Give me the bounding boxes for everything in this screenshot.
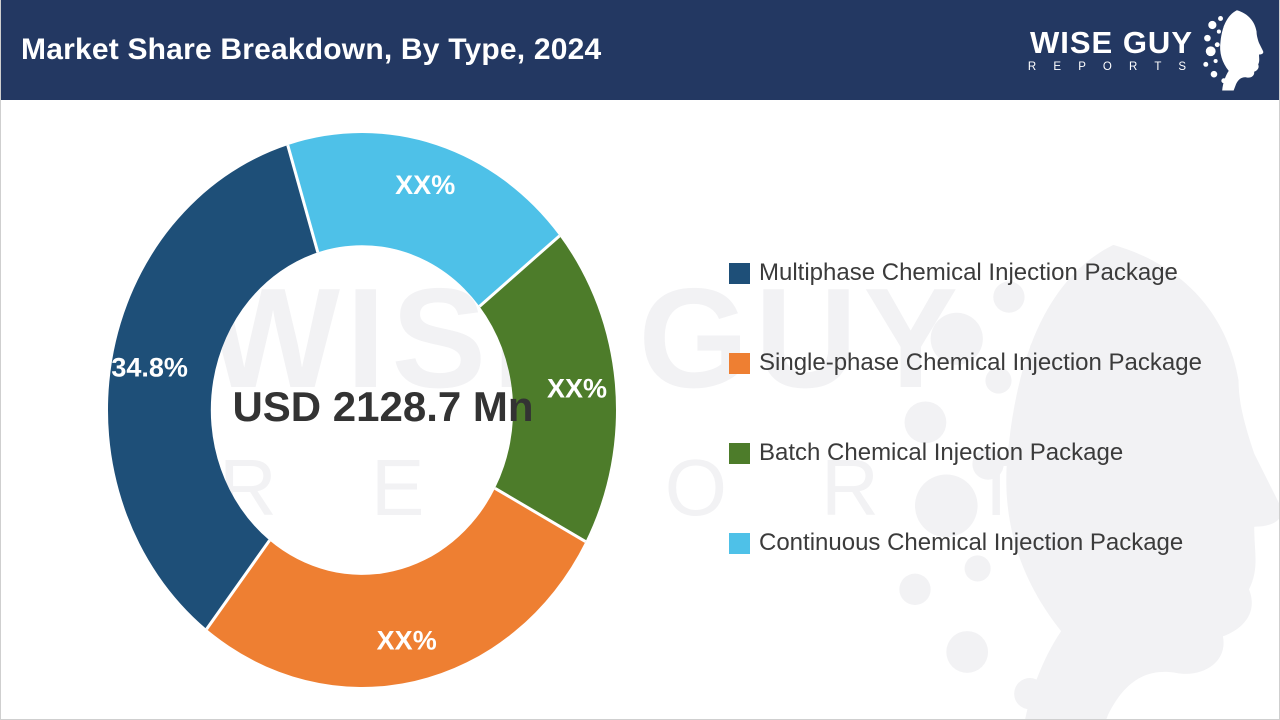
chart-legend: Multiphase Chemical Injection Package Sin… [729, 258, 1202, 558]
segment-value-label-multiphase-chemical-injection-package: 34.8% [111, 353, 188, 383]
logo-name: WISE GUY [1029, 24, 1193, 60]
chart-area: WISE GUY R E P O R T S XX% XX% XX% 34.8% US… [1, 100, 1279, 719]
wiseguy-logo: WISE GUY R E P O R T S [1028, 7, 1265, 93]
segment-separator [478, 234, 561, 308]
legend-swatch [729, 352, 750, 374]
legend-item-batch-chemical-injection-package: Batch Chemical Injection Package [729, 438, 1202, 468]
chart-center-value: USD 2128.7 Mn [232, 383, 534, 430]
segment-separator [286, 144, 320, 253]
legend-label: Continuous Chemical Injection Package [759, 529, 1184, 556]
segment-separator [205, 539, 271, 630]
segment-value-label-batch-chemical-injection-package: XX% [547, 373, 607, 403]
logo-subtitle: R E P O R T S [1027, 60, 1193, 73]
legend-label: Multiphase Chemical Injection Package [759, 259, 1178, 286]
donut-segment-single-phase-chemical-injection-package [206, 488, 586, 687]
legend-item-multiphase-chemical-injection-package: Multiphase Chemical Injection Package [729, 258, 1202, 288]
legend-label: Single-phase Chemical Injection Package [759, 349, 1202, 376]
legend-swatch [729, 442, 750, 464]
donut-chart: XX% XX% XX% 34.8% [1, 100, 721, 719]
legend-label: Batch Chemical Injection Package [759, 439, 1124, 466]
legend-item-single-phase-chemical-injection-package: Single-phase Chemical Injection Package [729, 348, 1202, 378]
legend-swatch [729, 262, 750, 284]
segment-separator [494, 486, 587, 543]
legend-item-continuous-chemical-injection-package: Continuous Chemical Injection Package [729, 528, 1202, 558]
donut-segment-continuous-chemical-injection-package [287, 132, 560, 307]
logo-text: WISE GUY R E P O R T S [1028, 27, 1193, 74]
header-bar: Market Share Breakdown, By Type, 2024 WI… [1, 0, 1279, 100]
legend-swatch [729, 532, 750, 554]
donut-segment-batch-chemical-injection-package [479, 235, 617, 542]
segment-value-label-continuous-chemical-injection-package: XX% [395, 170, 455, 200]
segment-value-label-single-phase-chemical-injection-package: XX% [377, 625, 437, 655]
page-title: Market Share Breakdown, By Type, 2024 [21, 33, 602, 66]
donut-segment-multiphase-chemical-injection-package [107, 145, 318, 630]
wiseguy-face-icon [1203, 10, 1264, 91]
